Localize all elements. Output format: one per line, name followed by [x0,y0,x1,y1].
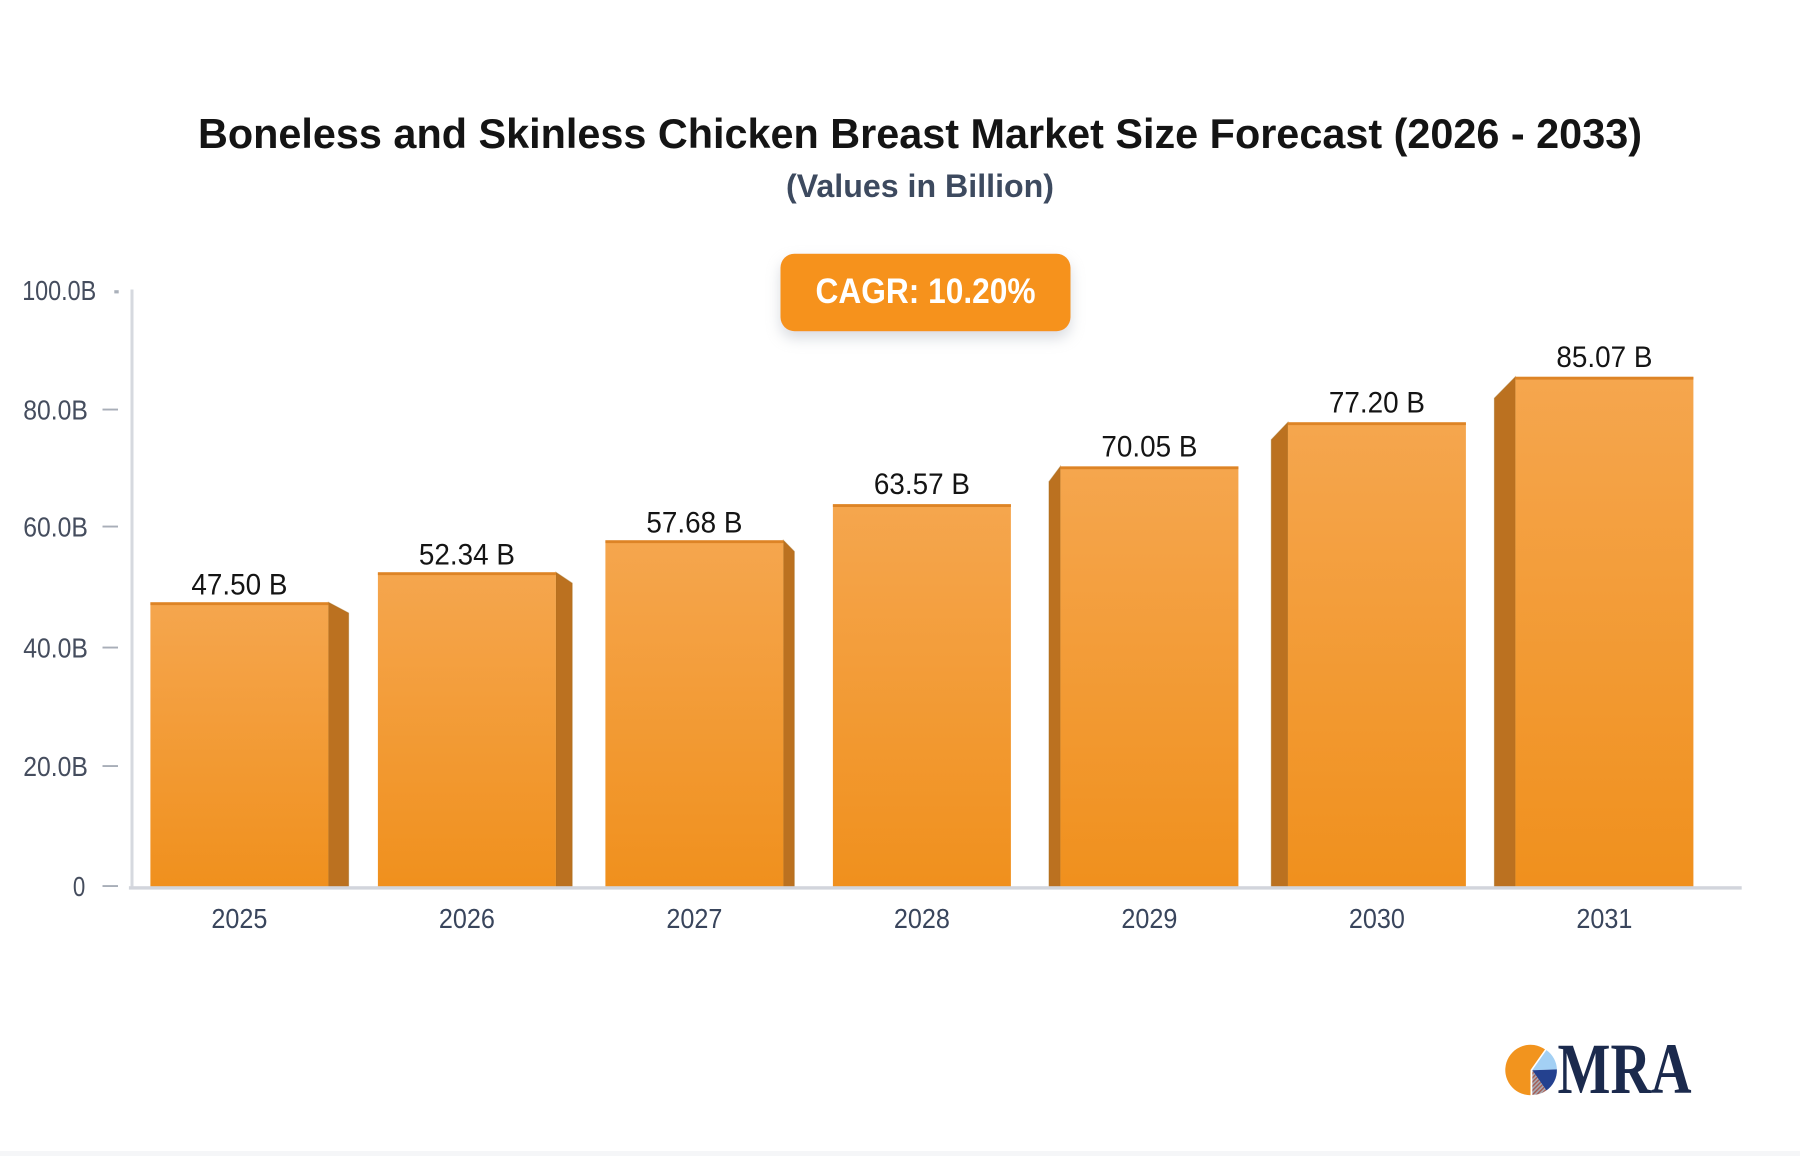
svg-text:47.50 B: 47.50 B [191,568,287,601]
svg-text:52.34 B: 52.34 B [419,538,515,571]
svg-text:2026: 2026 [439,903,495,934]
svg-text:2027: 2027 [666,903,722,934]
svg-text:2028: 2028 [894,903,950,934]
svg-text:77.20 B: 77.20 B [1329,386,1425,419]
svg-text:80.0B: 80.0B [23,395,88,426]
svg-text:57.68 B: 57.68 B [646,506,742,539]
svg-text:20.0B: 20.0B [23,751,88,782]
svg-text:70.05 B: 70.05 B [1101,430,1197,463]
svg-text:2031: 2031 [1576,903,1632,934]
svg-text:40.0B: 40.0B [23,633,88,664]
svg-text:60.0B: 60.0B [23,512,88,543]
svg-text:0: 0 [73,871,85,902]
svg-text:2029: 2029 [1121,903,1177,934]
svg-text:(Values in Billion): (Values in Billion) [786,168,1054,204]
svg-text:100.0B: 100.0B [22,275,96,306]
svg-text:CAGR: 10.20%: CAGR: 10.20% [816,272,1036,311]
svg-text:85.07 B: 85.07 B [1556,341,1652,374]
svg-text:MRA: MRA [1558,1029,1692,1109]
svg-text:2030: 2030 [1349,903,1405,934]
svg-text:63.57 B: 63.57 B [874,468,970,501]
svg-text:Boneless and Skinless Chicken: Boneless and Skinless Chicken Breast Mar… [198,110,1642,157]
svg-text:2025: 2025 [211,903,267,934]
